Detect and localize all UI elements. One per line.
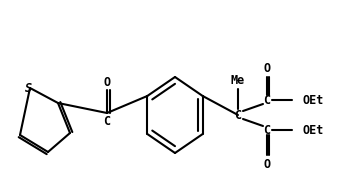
Text: C: C (264, 124, 270, 137)
Text: C: C (103, 115, 111, 127)
Text: OEt: OEt (302, 93, 324, 107)
Text: O: O (264, 61, 270, 75)
Text: S: S (25, 82, 33, 95)
Text: OEt: OEt (302, 124, 324, 137)
Text: C: C (264, 93, 270, 107)
Text: O: O (103, 75, 111, 88)
Text: C: C (234, 108, 241, 122)
Text: Me: Me (231, 73, 245, 87)
Text: O: O (264, 157, 270, 171)
